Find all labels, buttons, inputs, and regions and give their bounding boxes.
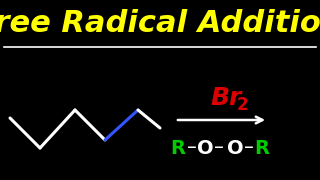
Text: –: – <box>187 138 197 158</box>
Text: Br: Br <box>210 86 241 110</box>
Text: –: – <box>214 138 224 158</box>
Text: –: – <box>244 138 254 158</box>
Text: O: O <box>227 138 243 158</box>
Text: O: O <box>197 138 213 158</box>
Text: Free Radical Addition: Free Radical Addition <box>0 10 320 39</box>
Text: 2: 2 <box>237 96 249 114</box>
Text: R: R <box>254 138 269 158</box>
Text: R: R <box>171 138 186 158</box>
